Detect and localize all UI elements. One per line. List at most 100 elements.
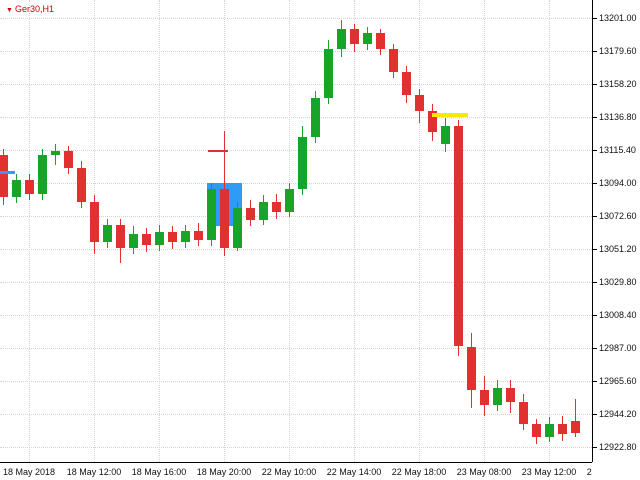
- price-tick-label: 13072.60: [599, 211, 637, 222]
- candle-body-down: [415, 95, 424, 111]
- symbol-label: ▼ Ger30,H1: [6, 4, 54, 14]
- candle-body-down: [116, 224, 125, 248]
- candle-body-up: [129, 233, 138, 248]
- price-tick: [593, 282, 597, 284]
- candle-body-down: [506, 388, 515, 402]
- time-tick-label: 22 May 10:00: [261, 467, 317, 477]
- price-tick: [593, 51, 597, 53]
- candle-body-down: [77, 167, 86, 202]
- price-chart-area[interactable]: ▼ Ger30,H1: [0, 0, 592, 462]
- blue-left-price-segment: [0, 170, 15, 174]
- time-tick-label: 18 May 2018: [2, 467, 56, 477]
- candle-body-up: [285, 189, 294, 213]
- h-gridline: [0, 447, 592, 449]
- price-tick-label: 13158.20: [599, 79, 637, 90]
- axis-corner: [592, 462, 640, 480]
- h-gridline: [0, 216, 592, 218]
- candle-body-up: [363, 33, 372, 45]
- h-gridline: [0, 282, 592, 284]
- h-gridline: [0, 51, 592, 53]
- price-tick: [593, 183, 597, 185]
- candle-body-up: [181, 230, 190, 242]
- h-gridline: [0, 117, 592, 119]
- price-axis[interactable]: 13201.00 13179.60 13158.20 13136.80 13115.40…: [592, 0, 640, 462]
- candle-body-down: [428, 110, 437, 133]
- candle-body-down: [272, 201, 281, 213]
- candle-body-up: [38, 155, 47, 194]
- h-gridline: [0, 150, 592, 152]
- v-gridline: [354, 0, 355, 462]
- price-tick-label: 12944.20: [599, 409, 637, 420]
- candle-body-up: [324, 48, 333, 99]
- candle-body-up: [103, 224, 112, 242]
- price-tick-label: 12922.80: [599, 442, 637, 453]
- v-gridline: [484, 0, 485, 462]
- candle-body-up: [493, 388, 502, 406]
- price-tick-label: 13136.80: [599, 112, 637, 123]
- candle-body-down: [389, 48, 398, 72]
- candle-body-up: [51, 150, 60, 156]
- candle-body-down: [350, 28, 359, 45]
- h-gridline: [0, 315, 592, 317]
- price-tick: [593, 414, 597, 416]
- candle-body-down: [467, 346, 476, 390]
- candle-body-down: [376, 33, 385, 49]
- candle-body-down: [558, 423, 567, 435]
- v-gridline: [419, 0, 420, 462]
- candle-body-down: [220, 189, 229, 248]
- candle-body-down: [25, 179, 34, 194]
- time-tick-label: 22 May 18:00: [391, 467, 447, 477]
- price-tick-label: 13029.80: [599, 277, 637, 288]
- price-tick-label: 12987.00: [599, 343, 637, 354]
- time-axis[interactable]: 18 May 2018 18 May 12:00 18 May 16:00 18 Ma…: [0, 462, 640, 480]
- price-tick-label: 13051.20: [599, 244, 637, 255]
- candle-body-up: [311, 98, 320, 137]
- symbol-label-text: Ger30,H1: [14, 4, 54, 14]
- price-tick-label: 13115.40: [599, 145, 636, 156]
- candle-body-down: [454, 125, 463, 347]
- h-gridline: [0, 84, 592, 86]
- time-tick-label: 18 May 16:00: [131, 467, 187, 477]
- v-gridline: [549, 0, 550, 462]
- h-gridline: [0, 414, 592, 416]
- candle-body-up: [298, 136, 307, 190]
- candle-body-down: [571, 420, 580, 433]
- price-tick: [593, 117, 597, 119]
- candle-body-down: [519, 402, 528, 424]
- candle-body-up: [545, 423, 554, 438]
- price-tick: [593, 381, 597, 383]
- price-tick-label: 13179.60: [599, 46, 637, 57]
- candle-body-down: [480, 389, 489, 406]
- candle-body-up: [155, 232, 164, 245]
- price-tick: [593, 216, 597, 218]
- candle-body-up: [259, 201, 268, 221]
- candle-body-down: [246, 207, 255, 221]
- price-tick-label: 13008.40: [599, 310, 637, 321]
- candle-body-down: [0, 155, 8, 197]
- price-tick-label: 12965.60: [599, 376, 637, 387]
- v-gridline: [29, 0, 30, 462]
- price-tick: [593, 348, 597, 350]
- h-gridline: [0, 381, 592, 383]
- time-tick-label: 18 May 12:00: [66, 467, 122, 477]
- price-tick: [593, 150, 597, 152]
- candle-body-up: [207, 189, 216, 241]
- time-tick-label: 23 May 08:00: [456, 467, 512, 477]
- candle-body-up: [441, 125, 450, 145]
- candle-body-down: [90, 201, 99, 242]
- h-gridline: [0, 249, 592, 251]
- price-tick: [593, 84, 597, 86]
- time-tick-label: 18 May 20:00: [196, 467, 252, 477]
- h-gridline: [0, 183, 592, 185]
- candle-body-down: [194, 230, 203, 241]
- candle-body-up: [12, 179, 21, 197]
- red-open-tick-segment: [208, 149, 228, 152]
- candle-body-up: [337, 28, 346, 49]
- h-gridline: [0, 18, 592, 20]
- price-tick: [593, 315, 597, 317]
- candle-body-down: [402, 72, 411, 96]
- h-gridline: [0, 348, 592, 350]
- time-tick-label: 23 May 12:00: [521, 467, 577, 477]
- price-tick-label: 13201.00: [599, 13, 637, 24]
